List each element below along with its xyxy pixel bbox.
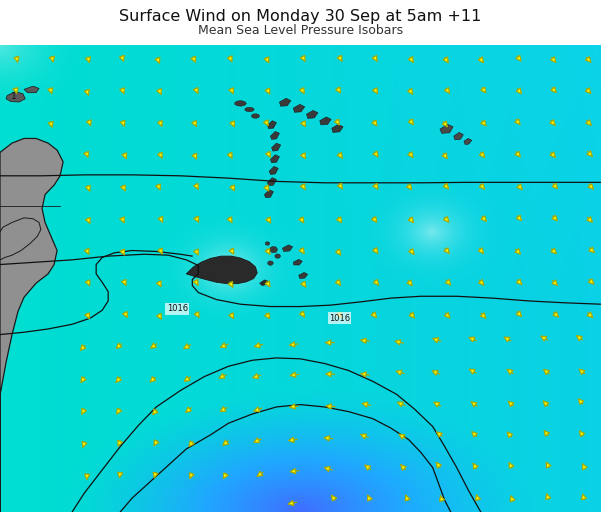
Polygon shape xyxy=(293,260,302,265)
Text: 1016: 1016 xyxy=(166,304,188,313)
Polygon shape xyxy=(440,124,453,133)
Polygon shape xyxy=(267,121,276,129)
Polygon shape xyxy=(332,124,343,133)
Polygon shape xyxy=(24,86,39,93)
Polygon shape xyxy=(267,178,276,186)
Polygon shape xyxy=(264,190,273,198)
Polygon shape xyxy=(235,101,246,106)
Polygon shape xyxy=(275,254,281,259)
Polygon shape xyxy=(270,155,279,163)
Polygon shape xyxy=(272,143,281,151)
Polygon shape xyxy=(270,132,279,139)
Polygon shape xyxy=(251,114,260,118)
Polygon shape xyxy=(454,133,463,140)
Polygon shape xyxy=(299,272,308,279)
Polygon shape xyxy=(269,166,278,175)
Polygon shape xyxy=(293,104,305,112)
Polygon shape xyxy=(186,256,257,284)
Polygon shape xyxy=(279,98,291,106)
Polygon shape xyxy=(282,245,293,251)
Polygon shape xyxy=(267,261,273,265)
Polygon shape xyxy=(265,242,270,245)
Text: 1016: 1016 xyxy=(329,314,350,323)
Polygon shape xyxy=(270,246,278,253)
Polygon shape xyxy=(245,107,254,112)
Text: 1: 1 xyxy=(11,92,17,101)
Polygon shape xyxy=(6,92,25,102)
Polygon shape xyxy=(320,117,331,125)
Polygon shape xyxy=(307,111,318,118)
Text: Surface Wind on Monday 30 Sep at 5am +11: Surface Wind on Monday 30 Sep at 5am +11 xyxy=(120,9,481,24)
Polygon shape xyxy=(464,138,472,144)
Text: Mean Sea Level Pressure Isobars: Mean Sea Level Pressure Isobars xyxy=(198,24,403,37)
Polygon shape xyxy=(0,138,63,512)
Polygon shape xyxy=(260,280,269,286)
